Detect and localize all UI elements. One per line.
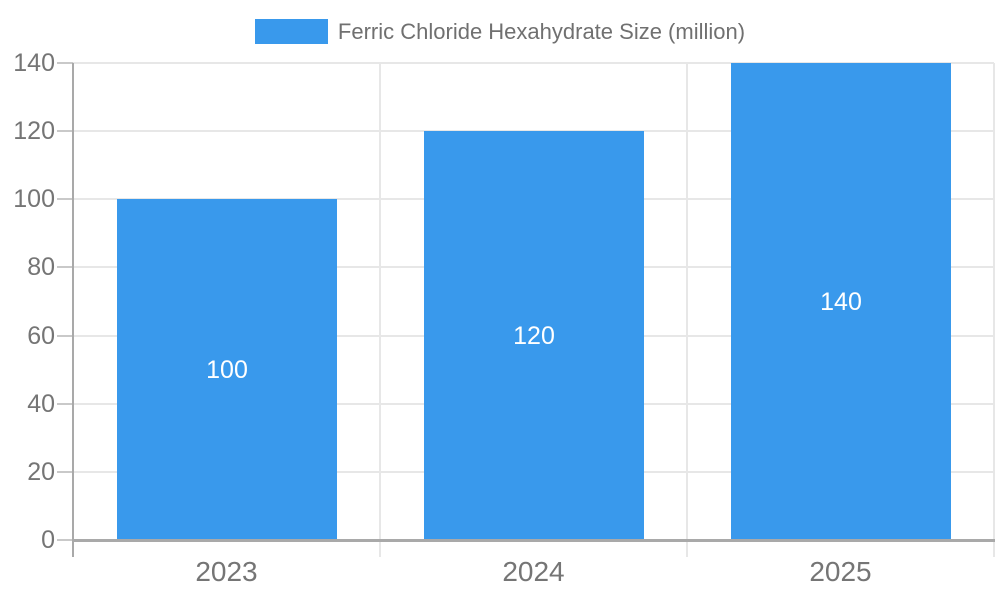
bar-2023[interactable] bbox=[117, 199, 337, 540]
y-axis-tick-label: 80 bbox=[27, 253, 55, 281]
y-axis-tick-label: 100 bbox=[13, 185, 55, 213]
x-gridline bbox=[686, 63, 688, 557]
x-axis-category-label: 2024 bbox=[502, 556, 565, 587]
legend-label: Ferric Chloride Hexahydrate Size (millio… bbox=[337, 18, 746, 44]
y-axis-tick-label: 20 bbox=[27, 458, 55, 486]
bar-2024[interactable] bbox=[424, 131, 644, 540]
y-axis-tick bbox=[57, 130, 73, 132]
y-axis-tick-label: 40 bbox=[27, 390, 55, 418]
y-axis-tick bbox=[57, 62, 73, 64]
x-axis-category-label: 2023 bbox=[195, 556, 258, 587]
x-axis-category-label: 2025 bbox=[809, 556, 872, 587]
legend-swatch bbox=[254, 19, 328, 44]
y-axis-tick bbox=[57, 403, 73, 405]
y-axis-tick bbox=[57, 471, 73, 473]
legend[interactable]: Ferric Chloride Hexahydrate Size (millio… bbox=[0, 14, 1000, 49]
y-axis-tick-label: 140 bbox=[13, 49, 55, 77]
y-axis-tick bbox=[57, 198, 73, 200]
y-axis-tick bbox=[57, 335, 73, 337]
y-axis-line bbox=[72, 63, 74, 557]
x-gridline bbox=[379, 63, 381, 557]
y-axis-tick bbox=[57, 539, 73, 541]
y-axis-tick bbox=[57, 266, 73, 268]
x-gridline bbox=[993, 63, 995, 557]
y-axis-tick-label: 120 bbox=[13, 117, 55, 145]
y-axis-tick-label: 60 bbox=[27, 322, 55, 350]
bar-2025[interactable] bbox=[731, 63, 951, 540]
y-axis-tick-label: 0 bbox=[41, 526, 55, 554]
